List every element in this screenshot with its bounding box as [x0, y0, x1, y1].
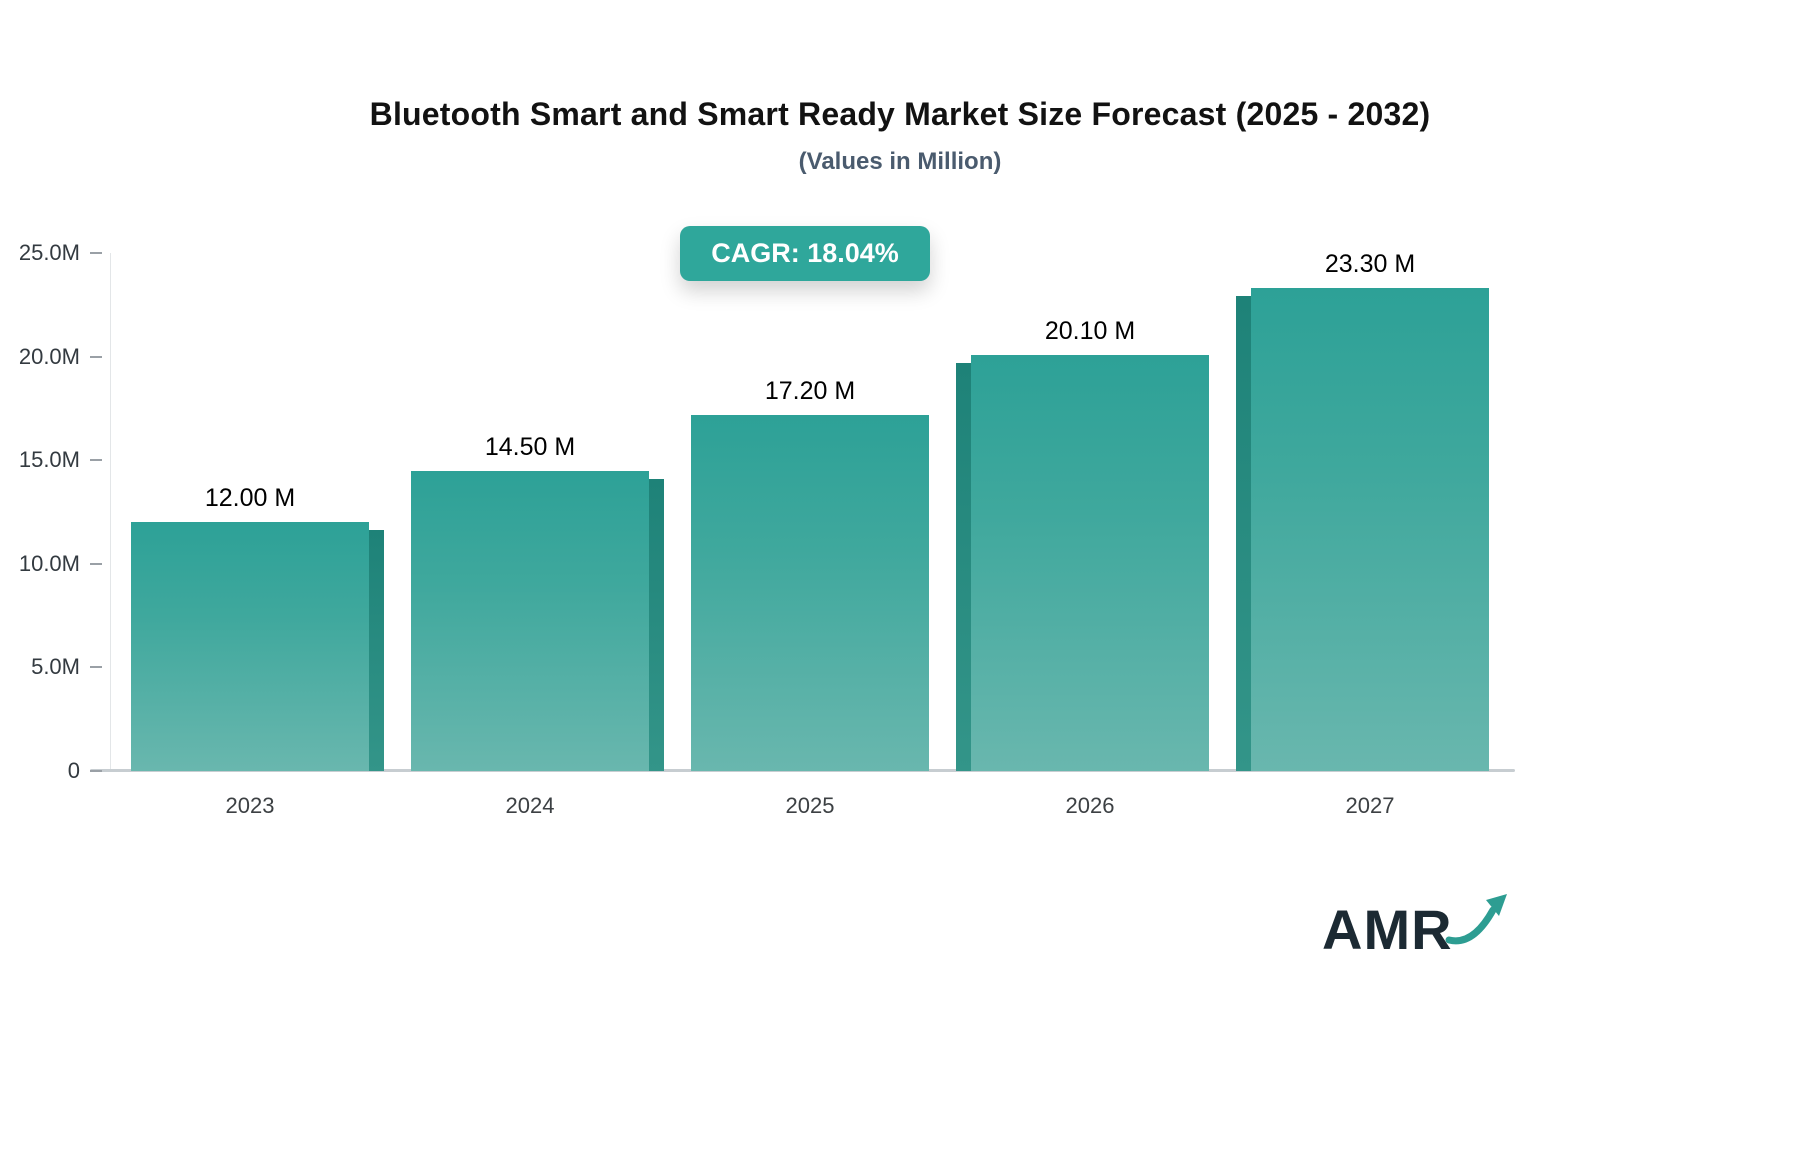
- bar-value-label: 23.30 M: [1324, 250, 1416, 279]
- bar-value-label: 20.10 M: [1044, 316, 1136, 345]
- bar-2026: [971, 354, 1209, 771]
- bar-2024: [411, 470, 649, 771]
- bar-2025: [691, 414, 929, 771]
- y-axis-tick-label: 15.0M: [18, 447, 80, 473]
- bar-value-label: 12.00 M: [204, 484, 296, 513]
- x-axis-tick-label: 2026: [1065, 793, 1115, 818]
- x-axis-tick-label: 2027: [1345, 793, 1395, 818]
- bar-value-label: 14.50 M: [484, 432, 576, 461]
- chart-title: Bluetooth Smart and Smart Ready Market S…: [369, 96, 1431, 132]
- bar-2023: [131, 522, 369, 771]
- bar-2027: [1251, 288, 1489, 771]
- bar-side-shade: [649, 478, 664, 771]
- bar-side-shade: [1236, 296, 1251, 771]
- bar-side-shade: [369, 530, 384, 771]
- chart-subtitle: (Values in Million): [798, 148, 1002, 175]
- y-axis-tick-mark: [90, 459, 102, 462]
- y-axis-tick-label: 20.0M: [18, 343, 80, 369]
- bar-side-shade: [956, 362, 971, 771]
- y-axis-tick-mark: [90, 252, 102, 254]
- y-axis-tick-label: 10.0M: [18, 550, 80, 576]
- x-axis-tick-label: 2025: [785, 793, 835, 818]
- x-axis-tick-label: 2023: [225, 793, 275, 818]
- y-axis-tick-mark: [90, 562, 102, 565]
- y-axis-tick-label: 0: [67, 758, 80, 783]
- cagr-badge: CAGR: 18.04%: [680, 226, 930, 281]
- y-axis-tick-mark: [90, 355, 102, 358]
- chart-area: 0 5.0M 10.0M 15.0M 20.0M 25.0M 12.00 M 2023 14.5…: [0, 240, 1800, 893]
- growth-arrow-icon: [1445, 892, 1511, 955]
- amr-logo: AMR: [1322, 892, 1511, 961]
- amr-logo-text: AMR: [1322, 898, 1453, 962]
- x-axis-tick-label: 2024: [505, 793, 555, 818]
- y-axis-tick-mark: [90, 770, 102, 772]
- y-axis-line: [110, 253, 111, 771]
- bar-value-label: 17.20 M: [764, 376, 856, 405]
- y-axis-tick-label: 25.0M: [18, 240, 80, 265]
- y-axis-tick-label: 5.0M: [31, 654, 80, 680]
- y-axis-tick-mark: [90, 666, 102, 669]
